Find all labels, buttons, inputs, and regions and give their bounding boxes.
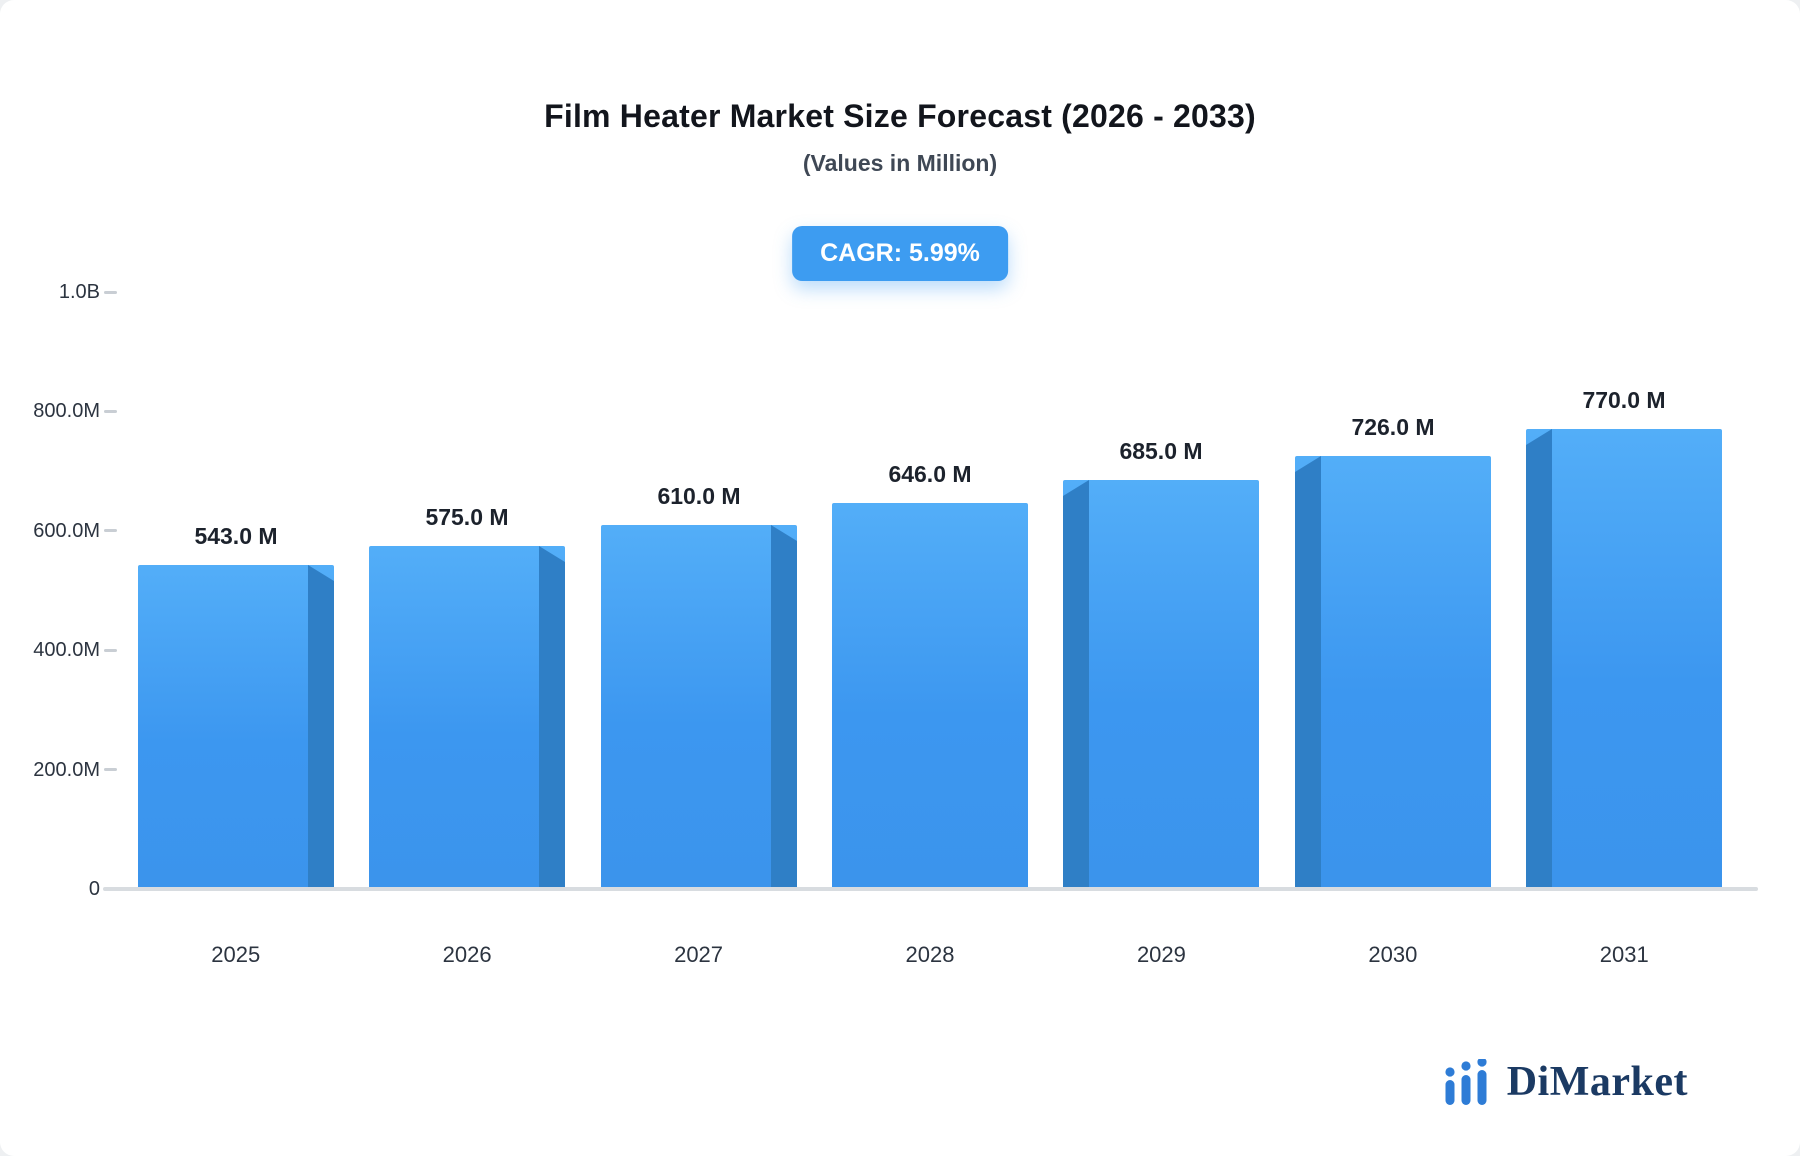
x-axis-tick-label: 2030 <box>1368 942 1418 967</box>
bar-value-label: 726.0 M <box>1351 414 1435 440</box>
y-axis-tick-mark <box>104 648 117 652</box>
x-axis-tick-label: 2026 <box>442 942 492 967</box>
bar-value-label: 610.0 M <box>657 483 741 509</box>
bar-value-label: 575.0 M <box>425 504 509 530</box>
bar-value-label: 685.0 M <box>1119 438 1203 464</box>
x-axis-tick-label: 2027 <box>674 942 724 967</box>
y-axis-tick-label: 400.0M <box>33 639 100 662</box>
chart-subtitle: (Values in Million) <box>802 150 998 176</box>
y-axis-tick-mark <box>104 290 117 294</box>
plot-area: 543.0 M 575.0 M 610.0 M 646.0 M 685.0 M 726.0… <box>120 292 1740 889</box>
x-axis-tick-label: 2031 <box>1599 942 1649 967</box>
bar-side-face <box>539 546 565 889</box>
brand-name: DiMarket <box>1506 1059 1688 1105</box>
x-axis-line <box>103 887 1758 891</box>
y-axis-tick-label: 800.0M <box>33 400 100 423</box>
bar-2026 <box>369 546 565 889</box>
y-axis-tick-label: 0 <box>88 878 100 900</box>
x-axis-tick-label: 2029 <box>1136 942 1186 967</box>
bar-side-face <box>1063 480 1089 889</box>
bar-2027 <box>601 525 797 889</box>
y-axis-tick-mark <box>104 529 117 533</box>
bar-2030 <box>1295 456 1491 889</box>
y-axis-tick-mark <box>104 409 117 413</box>
bar-side-face <box>1526 429 1552 889</box>
brand-logo: DiMarket <box>1441 1058 1688 1106</box>
bar-2029 <box>1063 480 1259 889</box>
bar-2025 <box>138 565 334 889</box>
x-axis-tick-label: 2028 <box>905 942 955 967</box>
bar-side-face <box>771 525 797 889</box>
bar-value-label: 770.0 M <box>1582 387 1666 413</box>
cagr-badge: CAGR: 5.99% <box>792 226 1008 281</box>
bar-2028 <box>832 503 1028 889</box>
bar-value-label: 543.0 M <box>194 523 278 549</box>
y-axis-tick-label: 1.0B <box>58 281 100 303</box>
y-axis: 1.0B 800.0M 600.0M 400.0M 200.0M 0 <box>0 281 117 900</box>
y-axis-tick-label: 200.0M <box>33 758 100 781</box>
chart-title: Film Heater Market Size Forecast (2026 -… <box>544 98 1256 134</box>
bar-chart-logo-icon <box>1441 1059 1495 1105</box>
bar-side-face <box>308 565 334 889</box>
y-axis-tick-label: 600.0M <box>33 519 100 542</box>
x-axis-tick-label: 2025 <box>211 942 261 967</box>
bar-side-face <box>1295 456 1321 889</box>
bar-2031 <box>1526 429 1722 889</box>
y-axis-tick-mark <box>104 768 117 772</box>
bar-value-label: 646.0 M <box>888 461 972 487</box>
x-axis: 2025 2026 2027 2028 2029 2030 2031 <box>120 942 1740 974</box>
